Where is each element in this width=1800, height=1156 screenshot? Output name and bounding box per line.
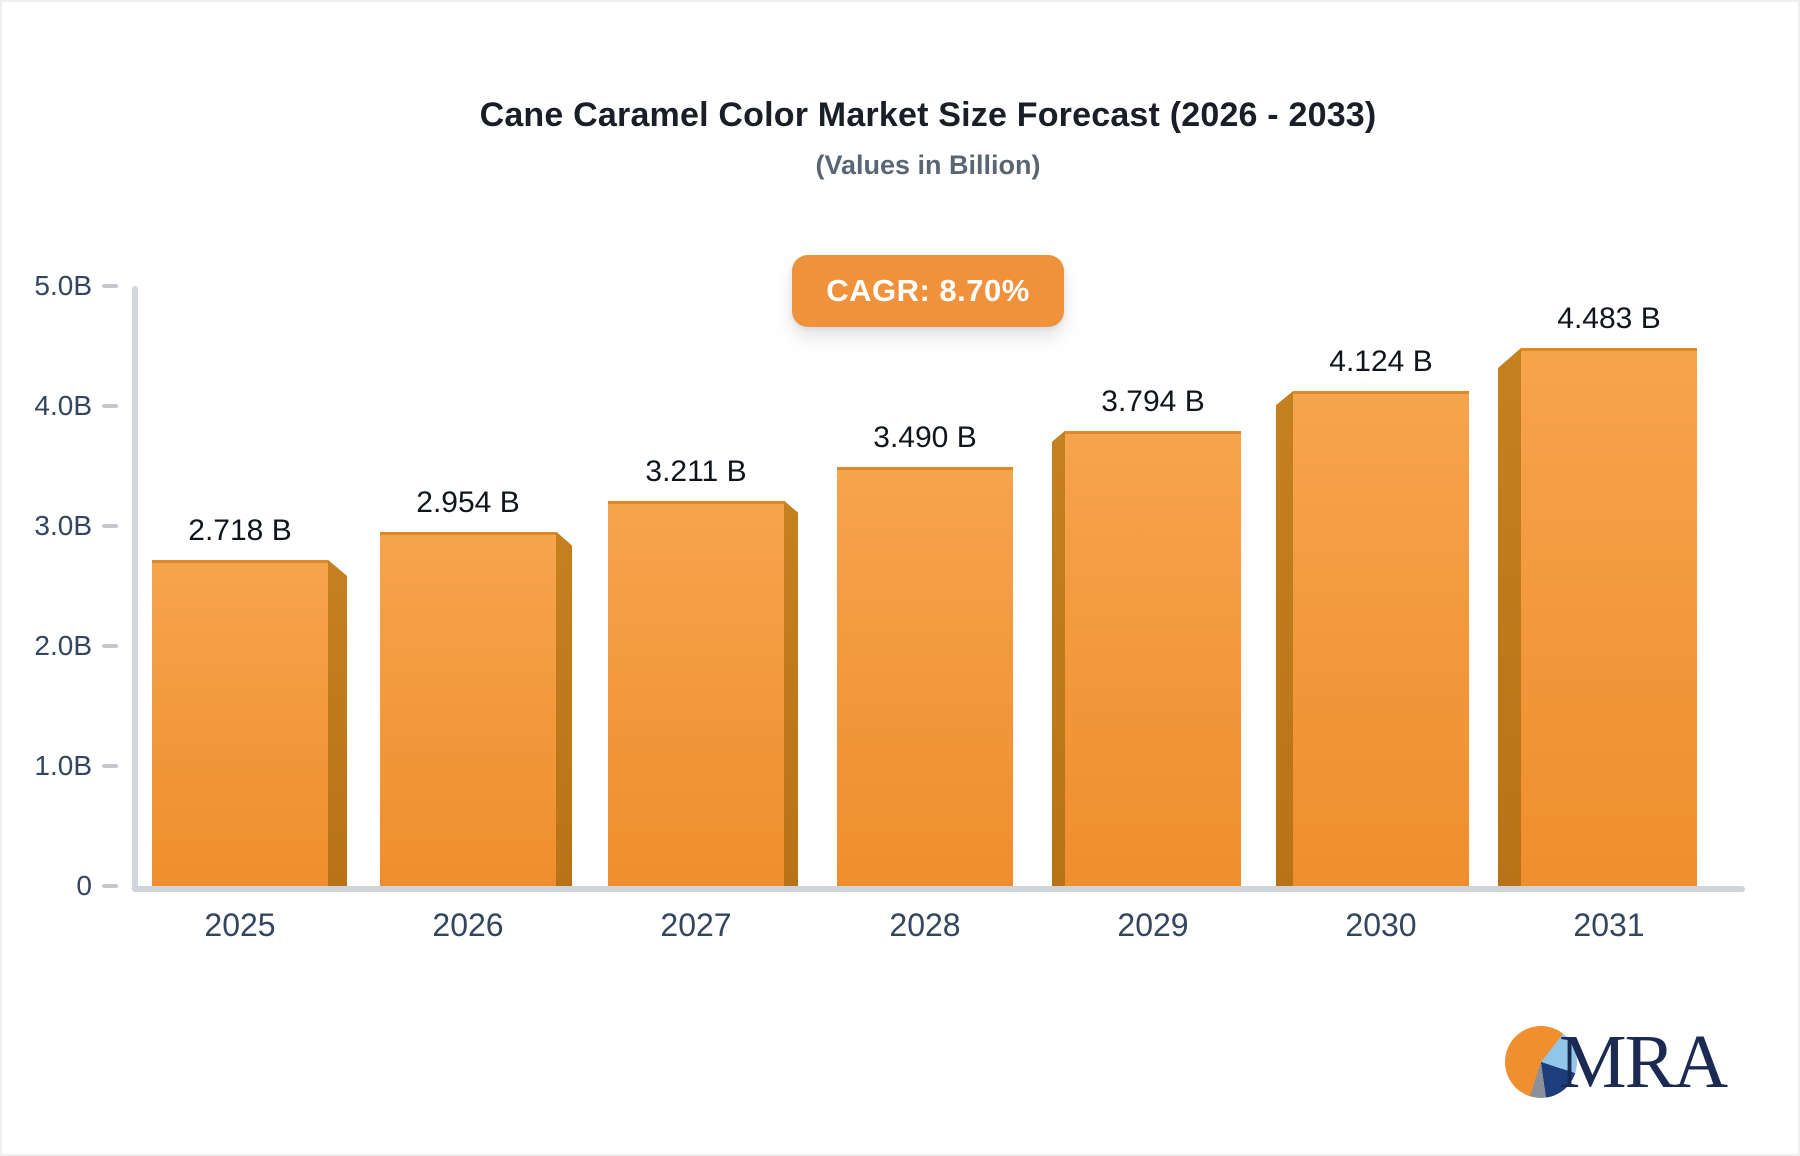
bar-2026 xyxy=(380,531,556,886)
mra-logo: MRA xyxy=(1505,1016,1728,1108)
y-axis-line xyxy=(132,286,138,892)
bar-2027 xyxy=(608,500,784,886)
bar-3d-side-2025 xyxy=(328,559,347,886)
bar-value-label-2029: 3.794 B xyxy=(1101,384,1205,418)
bar-value-label-2025: 2.718 B xyxy=(188,513,292,547)
x-category-label-2031: 2031 xyxy=(1573,907,1645,943)
bar-value-label-2027: 3.211 B xyxy=(645,454,747,488)
bar-value-label-2031: 4.483 B xyxy=(1557,302,1661,336)
y-tick-label: 5.0B xyxy=(34,270,92,301)
x-category-label-2026: 2026 xyxy=(432,907,504,943)
y-tick-label: 2.0B xyxy=(34,630,92,661)
bar-3d-side-2027 xyxy=(784,500,798,886)
bar-value-label-2028: 3.490 B xyxy=(873,421,977,455)
bar-value-label-2030: 4.124 B xyxy=(1329,345,1433,379)
x-category-label-2027: 2027 xyxy=(660,907,732,943)
y-tick-mark xyxy=(102,764,118,768)
bar-3d-side-2030 xyxy=(1276,391,1293,886)
bar-2029 xyxy=(1065,430,1241,886)
x-category-label-2029: 2029 xyxy=(1117,907,1189,943)
bar-value-label-2026: 2.954 B xyxy=(416,485,520,519)
x-category-label-2025: 2025 xyxy=(204,907,276,943)
y-tick-mark xyxy=(102,524,118,528)
chart-subtitle: (Values in Billion) xyxy=(815,150,1041,180)
y-tick-mark xyxy=(102,284,118,288)
bar-3d-side-2029 xyxy=(1052,430,1065,886)
chart-title: Cane Caramel Color Market Size Forecast … xyxy=(479,96,1377,134)
bar-2030 xyxy=(1293,391,1469,886)
bar-2031 xyxy=(1521,348,1697,886)
x-category-label-2028: 2028 xyxy=(889,907,961,943)
bar-3d-side-2026 xyxy=(556,531,572,886)
y-tick-label: 4.0B xyxy=(34,390,92,421)
bar-2028 xyxy=(837,467,1013,886)
y-tick-mark xyxy=(102,884,118,888)
cagr-badge: CAGR: 8.70% xyxy=(792,255,1064,327)
bar-2025 xyxy=(152,559,328,886)
mra-logo-text: MRA xyxy=(1559,1020,1728,1104)
bar-3d-side-2031 xyxy=(1498,348,1521,886)
y-tick-mark xyxy=(102,404,118,408)
mra-logo-pie-icon xyxy=(1505,1026,1577,1098)
y-tick-label: 1.0B xyxy=(34,750,92,781)
y-tick-label: 0 xyxy=(76,870,92,901)
y-tick-label: 3.0B xyxy=(34,510,92,541)
x-category-label-2030: 2030 xyxy=(1345,907,1417,943)
x-axis-baseline xyxy=(132,886,1745,892)
y-tick-mark xyxy=(102,644,118,648)
